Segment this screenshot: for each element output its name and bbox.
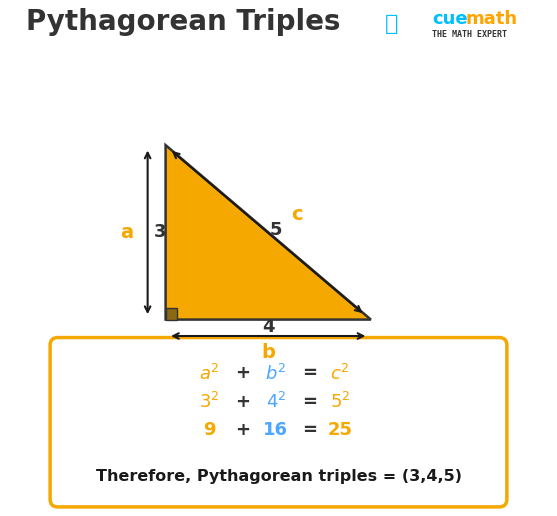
Text: $4^2$: $4^2$ bbox=[266, 392, 286, 412]
Text: THE MATH EXPERT: THE MATH EXPERT bbox=[432, 30, 507, 39]
Text: =: = bbox=[302, 421, 317, 439]
Text: $b^2$: $b^2$ bbox=[265, 363, 287, 383]
Text: 🚀: 🚀 bbox=[385, 14, 398, 35]
Text: cue: cue bbox=[432, 10, 468, 28]
FancyBboxPatch shape bbox=[50, 337, 507, 507]
Text: 3: 3 bbox=[154, 223, 167, 241]
Text: 16: 16 bbox=[263, 421, 289, 439]
Text: 5: 5 bbox=[270, 221, 282, 239]
Text: 9: 9 bbox=[203, 421, 216, 439]
Text: b: b bbox=[261, 344, 275, 362]
Text: $3^2$: $3^2$ bbox=[199, 392, 219, 412]
Text: 25: 25 bbox=[328, 421, 353, 439]
Text: Therefore, Pythagorean triples = (3,4,5): Therefore, Pythagorean triples = (3,4,5) bbox=[95, 469, 462, 483]
Text: $a^2$: $a^2$ bbox=[199, 363, 219, 383]
Text: c: c bbox=[291, 205, 302, 224]
Polygon shape bbox=[165, 145, 371, 319]
Text: Pythagorean Triples: Pythagorean Triples bbox=[26, 8, 340, 36]
Text: a: a bbox=[120, 223, 134, 242]
Text: =: = bbox=[302, 393, 317, 411]
Text: =: = bbox=[302, 364, 317, 382]
Text: math: math bbox=[466, 10, 518, 28]
Text: $c^2$: $c^2$ bbox=[330, 363, 350, 383]
Text: +: + bbox=[235, 393, 250, 411]
Text: $5^2$: $5^2$ bbox=[330, 392, 350, 412]
Text: +: + bbox=[235, 364, 250, 382]
Text: 4: 4 bbox=[262, 318, 275, 336]
Polygon shape bbox=[165, 308, 177, 319]
Text: +: + bbox=[235, 421, 250, 439]
